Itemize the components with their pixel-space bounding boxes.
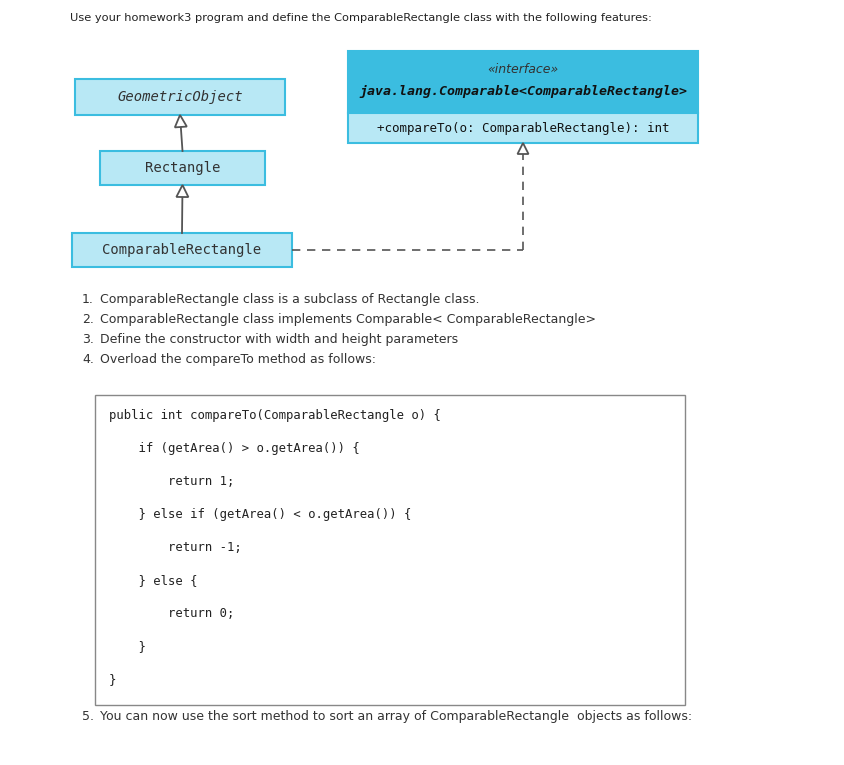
Text: return 1;: return 1; (109, 475, 235, 488)
Text: if (getArea() > o.getArea()) {: if (getArea() > o.getArea()) { (109, 442, 360, 455)
Text: 3.: 3. (82, 333, 94, 346)
Text: 2.: 2. (82, 313, 94, 326)
Text: public int compareTo(ComparableRectangle o) {: public int compareTo(ComparableRectangle… (109, 409, 441, 422)
Text: Overload the compareTo method as follows:: Overload the compareTo method as follows… (100, 353, 376, 366)
Text: Define the constructor with width and height parameters: Define the constructor with width and he… (100, 333, 458, 346)
Text: return -1;: return -1; (109, 541, 241, 554)
Text: }: } (109, 673, 116, 686)
Text: java.lang.Comparable<ComparableRectangle>: java.lang.Comparable<ComparableRectangle… (359, 84, 687, 97)
Text: 1.: 1. (82, 293, 94, 306)
Text: «interface»: «interface» (487, 63, 559, 76)
Text: ComparableRectangle: ComparableRectangle (102, 243, 262, 257)
Text: ComparableRectangle class implements Comparable< ComparableRectangle>: ComparableRectangle class implements Com… (100, 313, 596, 326)
Bar (72, 233, 292, 267)
Text: You can now use the sort method to sort an array of ComparableRectangle  objects: You can now use the sort method to sort … (100, 710, 692, 723)
Text: +compareTo(o: ComparableRectangle): int: +compareTo(o: ComparableRectangle): int (376, 122, 669, 135)
Bar (348, 51, 698, 113)
Polygon shape (176, 185, 188, 197)
Text: Use your homework3 program and define the ComparableRectangle class with the fol: Use your homework3 program and define th… (70, 13, 652, 23)
Polygon shape (175, 115, 187, 128)
Text: ComparableRectangle class is a subclass of Rectangle class.: ComparableRectangle class is a subclass … (100, 293, 479, 306)
Text: 4.: 4. (82, 353, 94, 366)
Bar (95, 395, 685, 705)
Text: }: } (109, 640, 146, 653)
Text: } else if (getArea() < o.getArea()) {: } else if (getArea() < o.getArea()) { (109, 508, 411, 521)
Bar (348, 113, 698, 143)
Text: 5.: 5. (82, 710, 94, 723)
Text: Rectangle: Rectangle (145, 161, 220, 175)
Bar (100, 151, 265, 185)
Text: } else {: } else { (109, 574, 197, 587)
Polygon shape (517, 143, 528, 154)
Text: return 0;: return 0; (109, 607, 235, 620)
Text: GeometricObject: GeometricObject (117, 90, 243, 104)
Bar (75, 79, 285, 115)
